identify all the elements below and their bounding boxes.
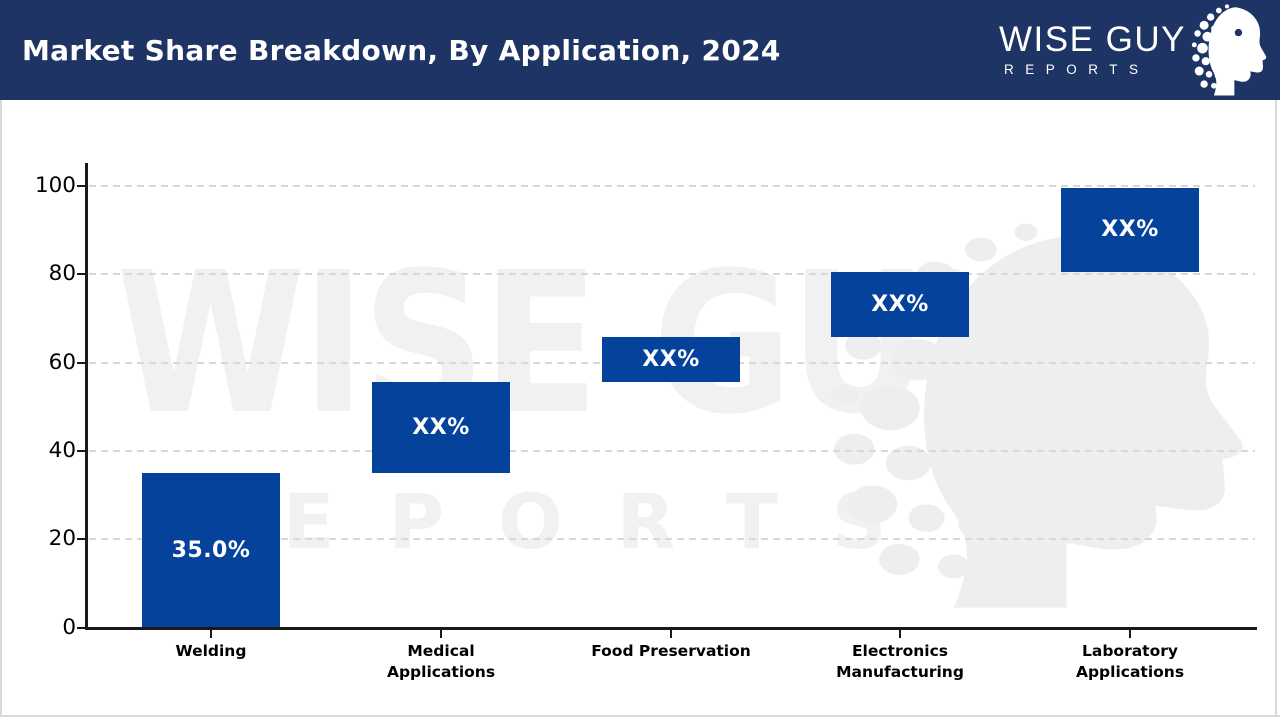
x-category-line: Welding (175, 642, 247, 660)
y-tick-mark-80 (77, 273, 86, 276)
bar-medical-applications: XX% (372, 382, 510, 473)
x-category-line: Manufacturing (836, 663, 964, 681)
bar-food-preservation: XX% (602, 337, 740, 383)
y-axis-line (85, 163, 88, 630)
brand-name: WISE GUY (998, 20, 1186, 59)
y-tick-mark-60 (77, 361, 86, 364)
x-tick-mark-laboratory-applications (1129, 630, 1131, 638)
y-tick-mark-100 (77, 185, 86, 187)
header: Market Share Breakdown, By Application, … (0, 0, 1280, 100)
bar-electronics-manufacturing: XX% (831, 271, 969, 338)
brand-subname: REPORTS (1003, 62, 1150, 77)
x-category-line: Electronics (851, 642, 949, 660)
y-tick-mark-40 (77, 449, 86, 452)
bar-value-label-medical-applications: XX% (412, 415, 470, 441)
gridline-20 (89, 538, 1255, 541)
frame-border-right (1275, 100, 1277, 716)
brand-head-icon (1191, 4, 1267, 96)
y-tick-label-20: 20 (48, 526, 76, 552)
gridline-80 (89, 273, 1255, 276)
x-tick-mark-food-preservation (670, 630, 672, 638)
y-tick-mark-20 (77, 538, 86, 541)
gridline-100 (89, 185, 1255, 187)
x-category-label-medical-applications: Medical Applications (331, 641, 551, 683)
bar-value-label-laboratory-applications: XX% (1101, 217, 1159, 243)
brand-logo: WISE GUY REPORTS (998, 4, 1268, 98)
x-category-line: Medical (407, 642, 475, 660)
frame-border-left (0, 100, 2, 716)
x-category-label-laboratory-applications: Laboratory Applications (1020, 641, 1240, 683)
x-category-label-electronics-manufacturing: Electronics Manufacturing (790, 641, 1010, 683)
x-axis-line (85, 627, 1257, 630)
page-title: Market Share Breakdown, By Application, … (22, 33, 781, 67)
x-category-label-food-preservation: Food Preservation (561, 641, 781, 662)
gridline-40 (89, 449, 1255, 452)
bar-value-label-welding: 35.0% (171, 537, 251, 563)
x-category-line: Food Preservation (591, 642, 751, 660)
y-tick-label-60: 60 (48, 349, 76, 375)
x-tick-mark-medical-applications (440, 630, 442, 638)
y-tick-label-40: 40 (48, 437, 76, 463)
x-category-line: Applications (386, 663, 496, 681)
x-category-label-welding: Welding (101, 641, 321, 662)
bar-laboratory-applications: XX% (1061, 188, 1199, 272)
x-category-line: Laboratory (1082, 642, 1178, 660)
x-tick-mark-welding (210, 630, 212, 638)
bar-value-label-electronics-manufacturing: XX% (871, 292, 929, 318)
x-tick-mark-electronics-manufacturing (899, 630, 901, 638)
bar-value-label-food-preservation: XX% (642, 347, 700, 373)
y-tick-mark-0 (77, 626, 86, 629)
y-tick-label-100: 100 (34, 173, 76, 198)
brand-logo-text: WISE GUY REPORTS (998, 20, 1186, 78)
y-tick-label-0: 0 (62, 614, 76, 640)
frame-border-bottom (0, 715, 1280, 717)
x-category-line: Applications (1075, 663, 1185, 681)
y-tick-label-80: 80 (48, 261, 76, 287)
bar-welding: 35.0% (142, 472, 280, 628)
